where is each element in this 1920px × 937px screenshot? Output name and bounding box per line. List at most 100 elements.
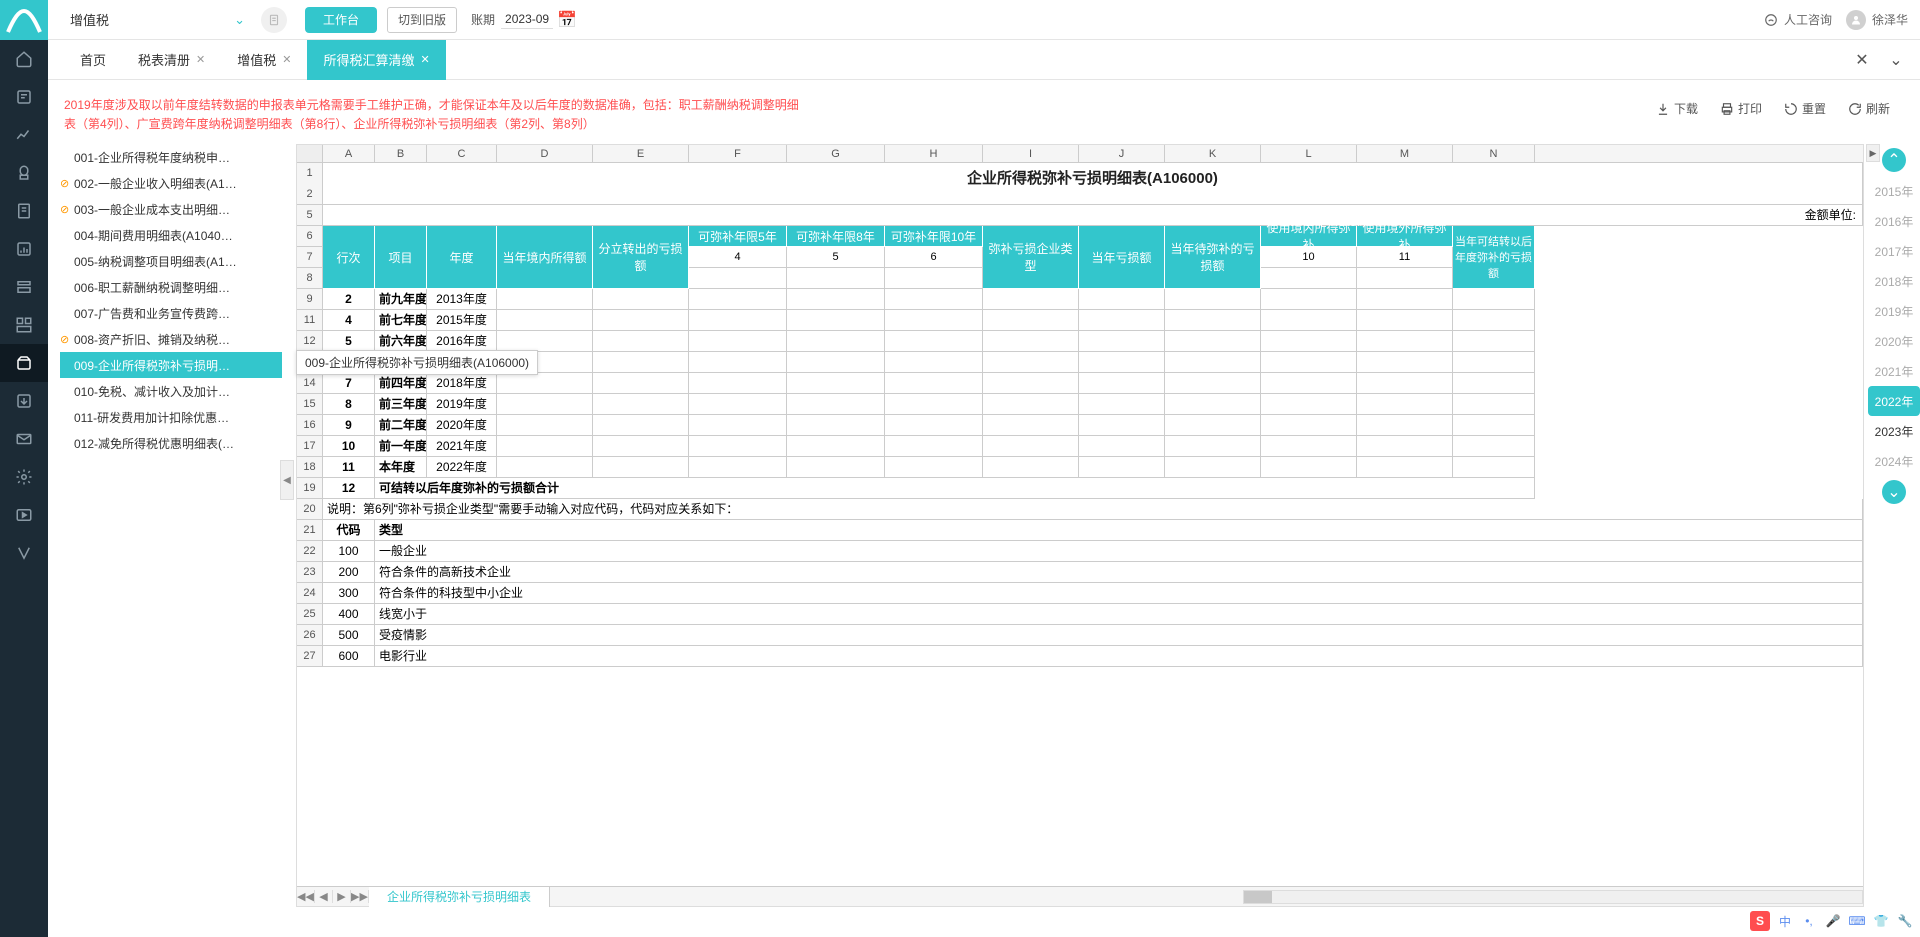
table-cell[interactable] — [497, 436, 593, 457]
table-cell[interactable]: 前七年度 — [375, 310, 427, 331]
table-cell[interactable]: 2022年度 — [427, 457, 497, 478]
workbench-button[interactable]: 工作台 — [305, 7, 377, 33]
table-cell[interactable] — [1453, 373, 1535, 394]
table-cell[interactable] — [1165, 310, 1261, 331]
table-cell[interactable]: 5 — [323, 331, 375, 352]
table-cell[interactable] — [497, 310, 593, 331]
table-cell[interactable] — [689, 373, 787, 394]
table-cell[interactable] — [983, 289, 1079, 310]
ime-mic-icon[interactable]: 🎤 — [1824, 912, 1842, 930]
table-cell[interactable] — [1165, 394, 1261, 415]
table-cell[interactable]: 前三年度 — [375, 394, 427, 415]
tab-close-icon[interactable]: ✕ — [1848, 46, 1876, 74]
tree-item[interactable]: 012-减免所得税优惠明细表(… — [60, 430, 282, 456]
col-header[interactable]: I — [983, 145, 1079, 162]
table-cell[interactable] — [497, 289, 593, 310]
table-cell[interactable] — [689, 310, 787, 331]
table-cell[interactable]: 12 — [323, 478, 375, 499]
table-cell[interactable] — [787, 394, 885, 415]
row-header[interactable]: 8 — [297, 268, 323, 289]
row-header[interactable]: 11 — [297, 310, 323, 331]
row-header[interactable]: 18 — [297, 457, 323, 478]
row-header[interactable]: 26 — [297, 625, 323, 646]
year-item[interactable]: 2015年 — [1868, 176, 1920, 206]
table-cell[interactable] — [885, 415, 983, 436]
table-cell[interactable] — [885, 268, 983, 289]
table-cell[interactable] — [593, 289, 689, 310]
rail-chart-icon[interactable] — [0, 116, 48, 154]
table-cell[interactable]: 前九年度 — [375, 289, 427, 310]
table-cell[interactable]: 可结转以后年度弥补的亏损额合计 — [375, 478, 1535, 499]
year-item[interactable]: 2020年 — [1868, 326, 1920, 356]
rail-video-icon[interactable] — [0, 496, 48, 534]
year-scroll-down[interactable]: ⌄ — [1882, 480, 1906, 504]
page-tab[interactable]: 增值税✕ — [221, 40, 307, 80]
table-cell[interactable] — [689, 331, 787, 352]
print-button[interactable]: 打印 — [1720, 100, 1762, 117]
table-cell[interactable] — [787, 268, 885, 289]
table-cell[interactable] — [1079, 289, 1165, 310]
table-cell[interactable] — [983, 394, 1079, 415]
table-cell[interactable] — [1079, 436, 1165, 457]
table-cell[interactable] — [1261, 394, 1357, 415]
tree-item[interactable]: 004-期间费用明细表(A1040… — [60, 222, 282, 248]
rail-v-icon[interactable] — [0, 534, 48, 572]
ime-keyboard-icon[interactable]: ⌨ — [1848, 912, 1866, 930]
row-header[interactable]: 7 — [297, 247, 323, 268]
tree-item[interactable]: 005-纳税调整项目明细表(A1… — [60, 248, 282, 274]
table-cell[interactable] — [1165, 436, 1261, 457]
table-cell[interactable] — [1453, 352, 1535, 373]
table-cell[interactable]: 2021年度 — [427, 436, 497, 457]
table-cell[interactable] — [1079, 352, 1165, 373]
table-cell[interactable]: 本年度 — [375, 457, 427, 478]
table-cell[interactable] — [497, 373, 593, 394]
tab-close-icon[interactable]: ✕ — [282, 53, 291, 66]
table-cell[interactable] — [593, 394, 689, 415]
table-cell[interactable] — [885, 310, 983, 331]
tree-item[interactable]: 009-企业所得税弥补亏损明… — [60, 352, 282, 378]
row-header[interactable]: 19 — [297, 478, 323, 499]
table-cell[interactable]: 前一年度 — [375, 436, 427, 457]
table-cell[interactable] — [885, 352, 983, 373]
table-cell[interactable] — [1261, 289, 1357, 310]
table-cell[interactable] — [983, 331, 1079, 352]
rail-archive-icon[interactable] — [0, 382, 48, 420]
col-header[interactable]: E — [593, 145, 689, 162]
table-cell[interactable] — [1261, 415, 1357, 436]
table-cell[interactable]: 8 — [323, 394, 375, 415]
row-header[interactable]: 25 — [297, 604, 323, 625]
year-item[interactable]: 2019年 — [1868, 296, 1920, 326]
col-header[interactable]: C — [427, 145, 497, 162]
switch-old-button[interactable]: 切到旧版 — [387, 7, 457, 33]
table-cell[interactable] — [983, 352, 1079, 373]
tree-item[interactable]: 002-一般企业收入明细表(A1… — [60, 170, 282, 196]
table-cell[interactable] — [689, 394, 787, 415]
table-cell[interactable] — [1079, 331, 1165, 352]
rail-home-icon[interactable] — [0, 40, 48, 78]
table-cell[interactable] — [787, 457, 885, 478]
year-item[interactable]: 2017年 — [1868, 236, 1920, 266]
table-cell[interactable] — [689, 436, 787, 457]
table-cell[interactable] — [787, 352, 885, 373]
row-header[interactable]: 22 — [297, 541, 323, 562]
table-cell[interactable] — [593, 331, 689, 352]
table-cell[interactable] — [1357, 331, 1453, 352]
table-cell[interactable] — [1357, 436, 1453, 457]
table-cell[interactable] — [983, 457, 1079, 478]
sheet-nav-prev[interactable]: ◀ — [315, 890, 333, 903]
year-item[interactable]: 2018年 — [1868, 266, 1920, 296]
table-cell[interactable]: 2019年度 — [427, 394, 497, 415]
page-tab[interactable]: 税表清册✕ — [122, 40, 221, 80]
row-header[interactable]: 17 — [297, 436, 323, 457]
table-cell[interactable]: 9 — [323, 415, 375, 436]
sheet-nav-last[interactable]: ▶▶ — [351, 890, 369, 903]
table-cell[interactable] — [1453, 415, 1535, 436]
rail-template-icon[interactable] — [0, 268, 48, 306]
table-cell[interactable] — [885, 457, 983, 478]
page-tab[interactable]: 首页 — [64, 40, 122, 80]
tab-menu-icon[interactable]: ⌄ — [1882, 46, 1910, 74]
year-scroll-up[interactable]: ⌃ — [1882, 148, 1906, 172]
table-cell[interactable] — [1079, 457, 1165, 478]
tree-item[interactable]: 007-广告费和业务宣传费跨… — [60, 300, 282, 326]
rail-ledger-icon[interactable] — [0, 78, 48, 116]
